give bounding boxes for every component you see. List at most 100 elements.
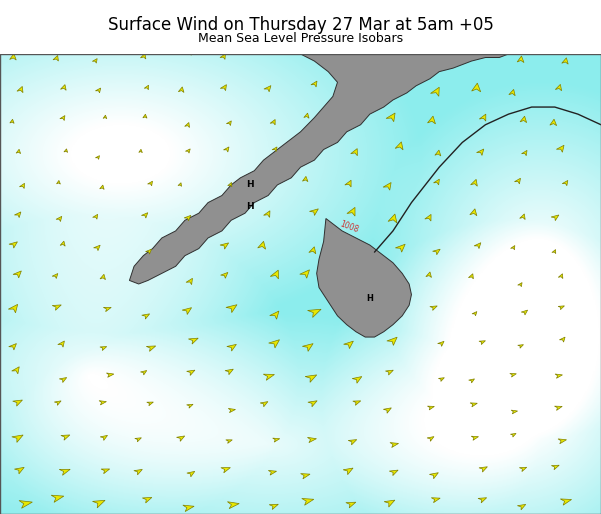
Polygon shape [309,247,316,254]
Polygon shape [348,439,357,445]
Polygon shape [221,85,227,90]
Polygon shape [60,241,65,246]
Polygon shape [479,114,486,121]
Polygon shape [144,85,148,90]
Polygon shape [474,243,481,249]
Polygon shape [106,373,114,377]
Polygon shape [96,156,100,159]
Polygon shape [224,147,229,152]
Polygon shape [13,271,22,278]
Polygon shape [59,469,70,475]
Polygon shape [471,436,478,440]
Polygon shape [550,119,557,125]
Polygon shape [347,207,355,216]
Polygon shape [56,180,61,184]
Polygon shape [93,59,97,63]
Polygon shape [352,377,362,383]
Polygon shape [562,180,568,186]
Polygon shape [395,142,403,150]
Polygon shape [10,119,14,123]
Polygon shape [269,340,279,348]
Polygon shape [141,371,147,375]
Polygon shape [469,379,475,383]
Polygon shape [426,272,432,278]
Polygon shape [551,215,559,221]
Polygon shape [184,215,191,221]
Polygon shape [385,370,393,375]
Polygon shape [270,119,275,125]
Polygon shape [430,87,439,96]
Polygon shape [427,116,436,124]
Polygon shape [383,408,391,413]
Polygon shape [430,306,438,310]
Text: H: H [246,180,254,189]
Polygon shape [470,209,477,216]
Polygon shape [302,499,314,505]
Polygon shape [146,346,156,352]
Polygon shape [427,436,434,442]
Polygon shape [272,147,277,152]
Polygon shape [435,150,441,156]
Polygon shape [510,433,516,437]
Polygon shape [511,410,517,414]
Polygon shape [53,56,58,61]
Polygon shape [10,53,16,60]
Polygon shape [61,85,66,90]
Polygon shape [429,473,438,479]
Polygon shape [386,113,395,122]
Polygon shape [383,182,391,190]
Polygon shape [552,249,556,253]
Polygon shape [187,471,195,477]
Polygon shape [558,306,564,309]
Polygon shape [228,182,232,187]
Polygon shape [54,401,61,406]
Polygon shape [558,274,563,279]
Polygon shape [103,307,111,311]
Polygon shape [14,467,24,474]
Polygon shape [521,310,528,315]
Polygon shape [60,116,65,120]
Polygon shape [145,249,151,254]
Text: 1008: 1008 [338,220,359,235]
Polygon shape [346,502,356,508]
Polygon shape [310,209,319,215]
Polygon shape [522,151,527,156]
Polygon shape [300,270,310,278]
Polygon shape [345,180,351,187]
Polygon shape [263,48,269,54]
Polygon shape [557,145,564,152]
Polygon shape [93,214,97,219]
Polygon shape [304,113,309,118]
Polygon shape [433,249,440,255]
Text: Mean Sea Level Pressure Isobars: Mean Sea Level Pressure Isobars [198,32,403,45]
Polygon shape [264,211,270,217]
Polygon shape [384,500,395,507]
Polygon shape [134,469,142,475]
Polygon shape [270,270,278,279]
Polygon shape [51,495,64,502]
Polygon shape [517,345,523,348]
Polygon shape [8,304,17,313]
Polygon shape [227,502,239,509]
Polygon shape [142,314,150,319]
Polygon shape [100,185,104,190]
Polygon shape [555,374,563,378]
Polygon shape [148,181,153,186]
Text: H: H [246,201,254,211]
Polygon shape [186,50,191,55]
Polygon shape [472,311,477,316]
Polygon shape [8,343,16,350]
Polygon shape [468,274,474,279]
Polygon shape [511,246,515,250]
Polygon shape [178,182,182,187]
Polygon shape [560,337,565,342]
Polygon shape [269,504,278,509]
Polygon shape [147,402,153,406]
Polygon shape [141,53,146,59]
Polygon shape [425,214,431,221]
Polygon shape [228,409,236,413]
Polygon shape [183,505,194,511]
Polygon shape [94,245,100,251]
Polygon shape [100,435,108,440]
Polygon shape [226,440,232,444]
